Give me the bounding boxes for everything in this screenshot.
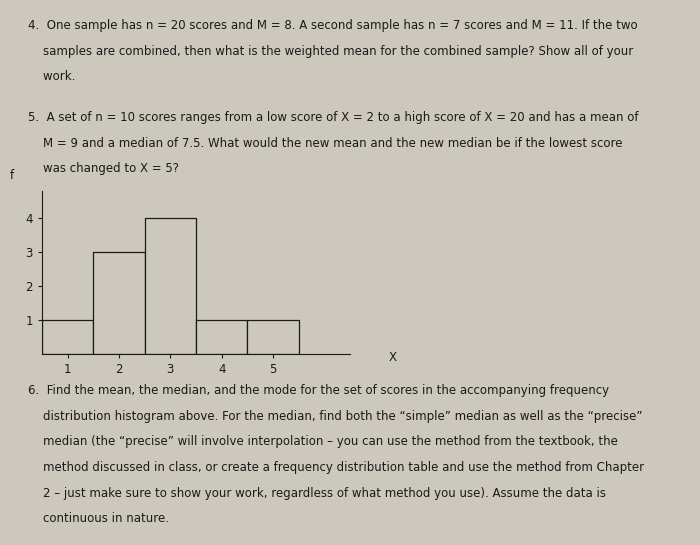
Text: samples are combined, then what is the weighted mean for the combined sample? Sh: samples are combined, then what is the w…: [28, 45, 634, 58]
Text: continuous in nature.: continuous in nature.: [28, 512, 169, 525]
Text: 2 – just make sure to show your work, regardless of what method you use). Assume: 2 – just make sure to show your work, re…: [28, 487, 606, 500]
Text: 5.  A set of n = 10 scores ranges from a low score of X = 2 to a high score of X: 5. A set of n = 10 scores ranges from a …: [28, 111, 638, 124]
Bar: [145, 218, 196, 354]
Bar: [93, 252, 145, 354]
Text: distribution histogram above. For the median, find both the “simple” median as w: distribution histogram above. For the me…: [28, 410, 643, 423]
Text: 6.  Find the mean, the median, and the mode for the set of scores in the accompa: 6. Find the mean, the median, and the mo…: [28, 384, 609, 397]
Text: median (the “precise” will involve interpolation – you can use the method from t: median (the “precise” will involve inter…: [28, 435, 618, 449]
Bar: [196, 320, 247, 354]
Text: X: X: [389, 350, 397, 364]
Text: was changed to X = 5?: was changed to X = 5?: [28, 162, 179, 175]
Text: 4.  One sample has n = 20 scores and M = 8. A second sample has n = 7 scores and: 4. One sample has n = 20 scores and M = …: [28, 19, 638, 32]
Text: M = 9 and a median of 7.5. What would the new mean and the new median be if the : M = 9 and a median of 7.5. What would th…: [28, 137, 622, 150]
Bar: [247, 320, 299, 354]
Text: method discussed in class, or create a frequency distribution table and use the : method discussed in class, or create a f…: [28, 461, 644, 474]
Bar: [42, 320, 93, 354]
Text: work.: work.: [28, 70, 76, 83]
Text: f: f: [9, 169, 13, 183]
